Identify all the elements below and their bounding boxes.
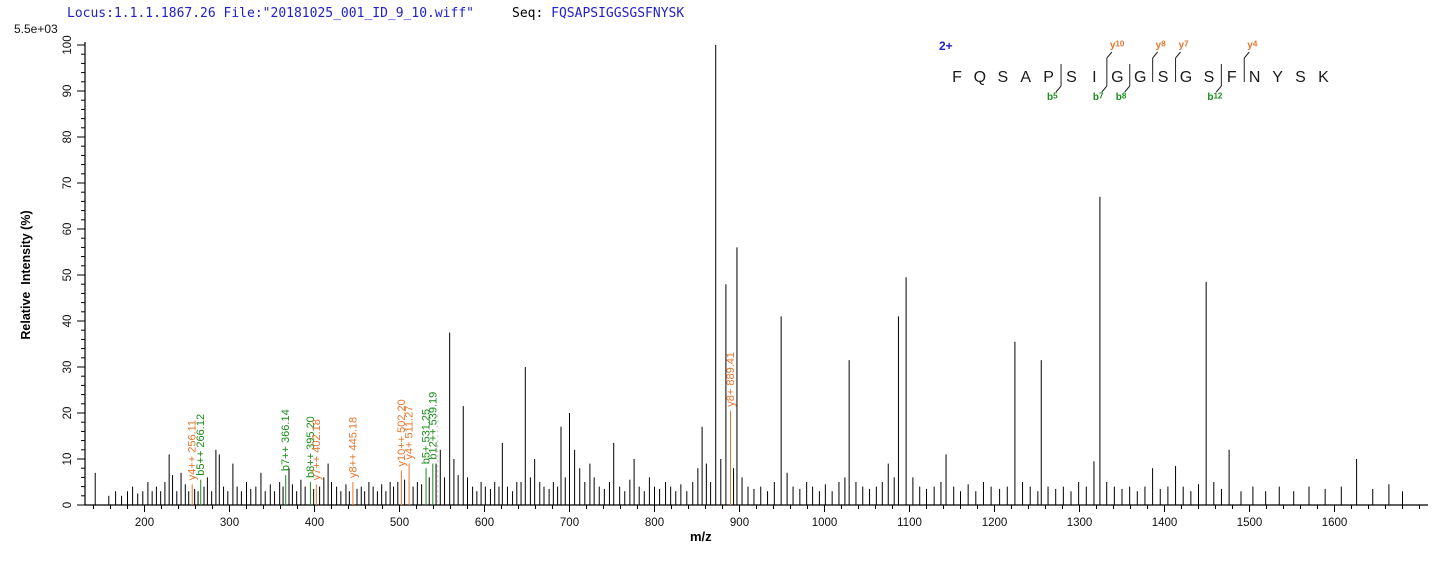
svg-text:S: S — [1204, 69, 1215, 86]
svg-text:60: 60 — [62, 223, 74, 236]
svg-text:Y: Y — [1272, 69, 1283, 86]
svg-text:y4++ 256.11: y4++ 256.11 — [187, 420, 199, 480]
sequence-header: Seq: FQSAPSIGGSGSFNYSK — [512, 6, 684, 21]
svg-text:1400: 1400 — [1152, 517, 1178, 529]
svg-text:800: 800 — [645, 517, 664, 529]
svg-text:40: 40 — [62, 315, 74, 328]
svg-text:10: 10 — [62, 453, 74, 466]
svg-text:1600: 1600 — [1322, 517, 1348, 529]
svg-text:S: S — [1158, 69, 1169, 86]
svg-text:b5++ 266.12: b5++ 266.12 — [195, 414, 207, 476]
svg-text:80: 80 — [62, 131, 74, 144]
svg-text:30: 30 — [62, 361, 74, 374]
svg-text:y10++ 502.20: y10++ 502.20 — [396, 399, 408, 466]
b-ion-label: b8 — [1116, 92, 1127, 104]
seq-label: Seq: — [512, 6, 552, 21]
svg-text:70: 70 — [62, 177, 74, 190]
svg-text:F: F — [1227, 69, 1237, 86]
svg-text:I: I — [1092, 69, 1096, 86]
b-ion-label: b7 — [1093, 92, 1104, 104]
svg-text:900: 900 — [730, 517, 749, 529]
svg-text:G: G — [1111, 69, 1123, 86]
svg-text:600: 600 — [475, 517, 494, 529]
svg-text:b5+ 531.25: b5+ 531.25 — [421, 409, 433, 464]
svg-text:y8+ 889.41: y8+ 889.41 — [725, 352, 737, 407]
y-axis-title: Relative Intensity (%) — [19, 210, 33, 339]
svg-text:200: 200 — [135, 517, 154, 529]
svg-text:90: 90 — [62, 85, 74, 98]
svg-text:1100: 1100 — [897, 517, 922, 529]
svg-text:1200: 1200 — [982, 517, 1008, 529]
svg-text:N: N — [1249, 69, 1261, 86]
seq-value: FQSAPSIGGSGSFNYSK — [551, 6, 685, 21]
svg-text:50: 50 — [62, 269, 74, 282]
intensity-scale-label: 5.5e+03 — [14, 22, 58, 36]
svg-text:S: S — [1295, 69, 1306, 86]
svg-text:1300: 1300 — [1067, 517, 1093, 529]
b-ion-label: b12 — [1207, 92, 1223, 104]
svg-text:S: S — [997, 69, 1008, 86]
svg-text:G: G — [1180, 69, 1192, 86]
x-axis-title: m/z — [690, 529, 712, 544]
svg-text:b8++ 395.20: b8++ 395.20 — [305, 416, 317, 478]
svg-text:1500: 1500 — [1237, 517, 1263, 529]
svg-text:P: P — [1043, 69, 1054, 86]
svg-text:1000: 1000 — [812, 517, 838, 529]
peaks — [94, 45, 1403, 505]
svg-text:700: 700 — [560, 517, 579, 529]
svg-text:20: 20 — [62, 407, 74, 420]
svg-text:Q: Q — [974, 69, 986, 86]
svg-text:0: 0 — [62, 502, 74, 508]
svg-text:G: G — [1134, 69, 1146, 86]
locus-file-header: Locus:1.1.1.1867.26 File:"20181025_001_I… — [67, 6, 474, 21]
svg-text:S: S — [1066, 69, 1077, 86]
svg-text:F: F — [952, 69, 962, 86]
svg-text:100: 100 — [62, 35, 74, 54]
svg-text:A: A — [1020, 69, 1031, 86]
svg-text:y8++ 445.18: y8++ 445.18 — [347, 417, 359, 478]
svg-text:500: 500 — [390, 517, 409, 529]
svg-text:300: 300 — [220, 517, 239, 529]
y-ion-label: y4 — [1247, 40, 1258, 52]
svg-text:K: K — [1318, 69, 1329, 86]
precursor-charge: 2+ — [939, 39, 953, 53]
svg-text:b12++ 539.19: b12++ 539.19 — [427, 392, 439, 460]
svg-text:b7++ 366.14: b7++ 366.14 — [280, 409, 292, 471]
b-ion-label: b5 — [1047, 92, 1058, 104]
svg-text:400: 400 — [305, 517, 324, 529]
svg-text:y4+ 511.27: y4+ 511.27 — [404, 406, 416, 460]
svg-text:y7++ 402.18: y7++ 402.18 — [311, 419, 323, 480]
y-ion-label: y10 — [1110, 40, 1125, 52]
axes: 200 300 400 500 600 700 800 900 1000 1100 1200 1300… — [19, 35, 1428, 544]
y-ion-label: y7 — [1179, 40, 1190, 52]
y-ion-label: y8 — [1156, 40, 1167, 52]
